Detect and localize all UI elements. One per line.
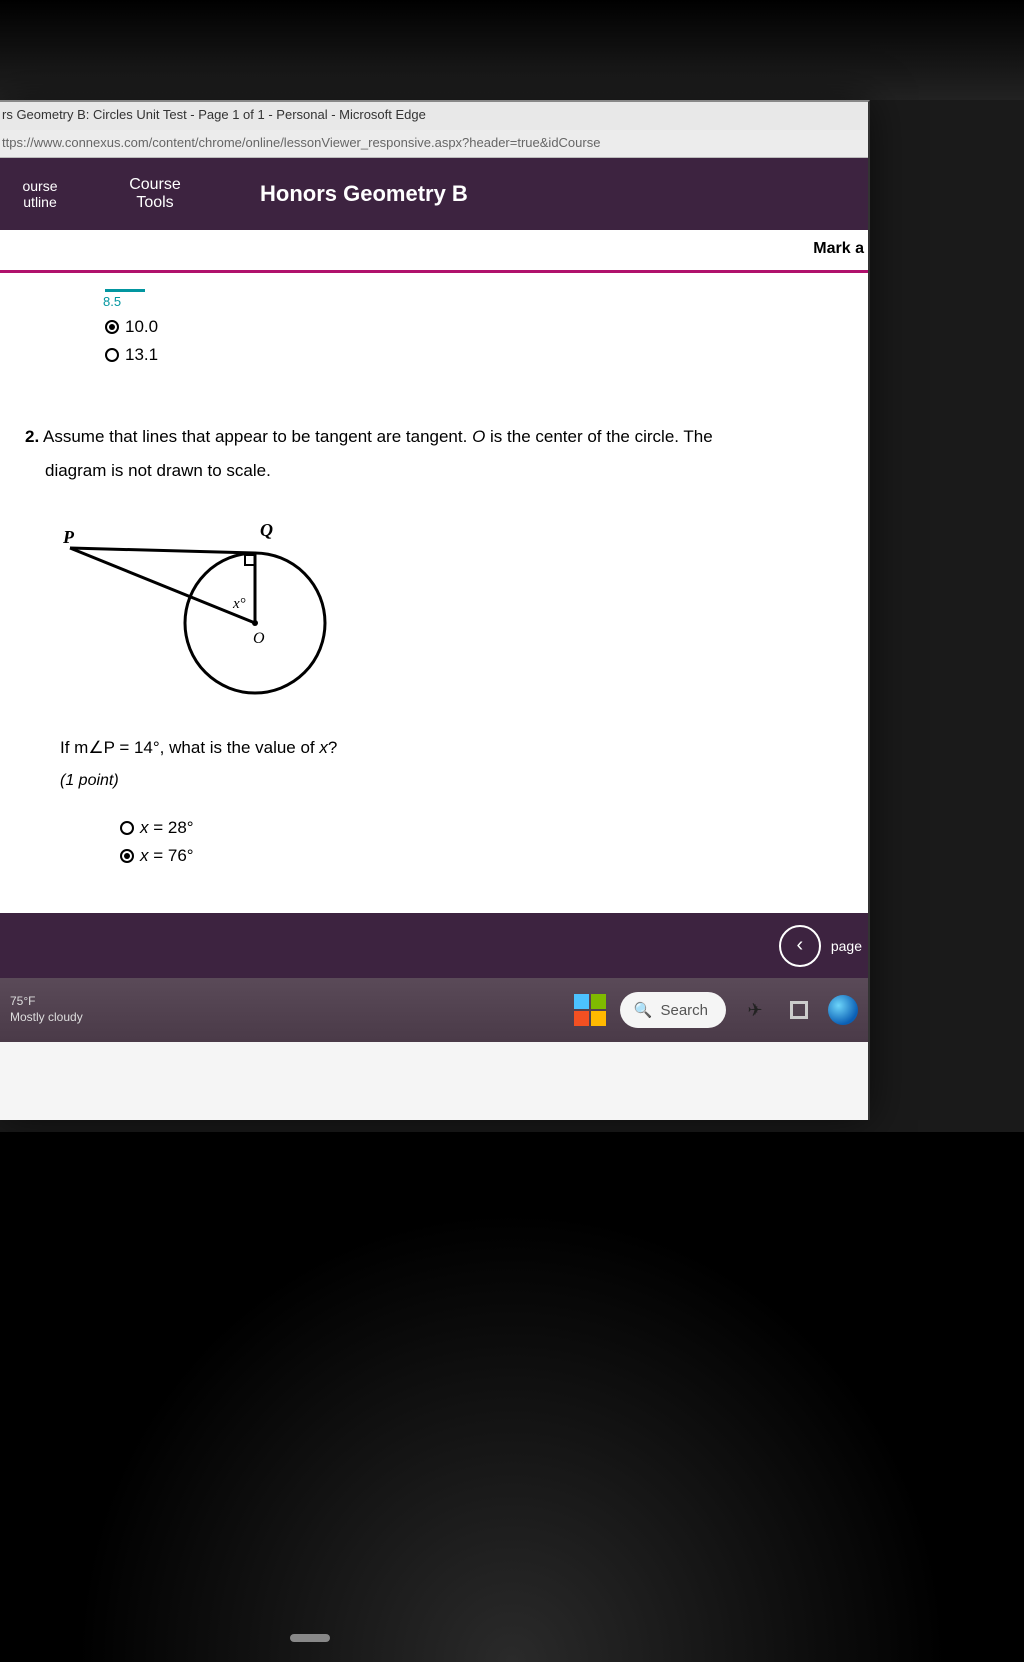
- q2-if-x: x: [319, 738, 328, 757]
- svg-text:O: O: [253, 630, 265, 647]
- radio-unselected-icon: [120, 821, 134, 835]
- svg-text:Q: Q: [260, 520, 273, 540]
- tray-edge-icon[interactable]: [828, 995, 858, 1025]
- q1-partial-answers: 8.5 10.0 13.1: [105, 289, 843, 365]
- windows-logo-icon: [574, 994, 589, 1009]
- lesson-content: 8.5 10.0 13.1 2. Assume that lines that …: [0, 273, 868, 913]
- radio-selected-icon: [120, 849, 134, 863]
- browser-window: rs Geometry B: Circles Unit Test - Page …: [0, 100, 870, 1120]
- q2-option-a-label: x = 28°: [140, 818, 194, 838]
- q2-option-b-label: x = 76°: [140, 846, 194, 866]
- q2-stem-part3: diagram is not drawn to scale.: [45, 461, 271, 480]
- search-icon: 🔍: [634, 1001, 653, 1019]
- radio-selected-icon: [105, 320, 119, 334]
- svg-text:x°: x°: [232, 596, 246, 612]
- start-button[interactable]: [574, 994, 606, 1026]
- circle-tangent-diagram-icon: P Q O x°: [55, 508, 355, 718]
- q2-stem-part2: is the center of the circle. The: [485, 427, 712, 446]
- taskbar-weather-desc: Mostly cloudy: [10, 1010, 83, 1026]
- nav-course-tools-l2: Tools: [136, 194, 173, 212]
- tray-square-icon[interactable]: [784, 995, 814, 1025]
- windows-taskbar: 75°F Mostly cloudy 🔍 Search ✈: [0, 978, 868, 1042]
- q1-option-10-0-label: 10.0: [125, 317, 158, 337]
- taskbar-search-placeholder: Search: [660, 1002, 708, 1019]
- q1-option-13-1[interactable]: 13.1: [105, 345, 843, 365]
- lesson-footer: ‹ page: [0, 913, 868, 978]
- q2-option-b[interactable]: x = 76°: [120, 846, 843, 866]
- q2-number: 2.: [25, 427, 39, 446]
- square-icon: [790, 1001, 808, 1019]
- q2-if-line: If m∠P = 14°, what is the value of x?: [60, 738, 843, 758]
- q2-diagram: P Q O x°: [55, 508, 355, 718]
- q1-remnant-value: 8.5: [103, 294, 843, 309]
- nav-course-tools[interactable]: Course Tools: [80, 176, 230, 212]
- tray-app-icon[interactable]: ✈: [740, 995, 770, 1025]
- device-home-indicator: [290, 1634, 330, 1642]
- q2-answers: x = 28° x = 76°: [120, 818, 843, 866]
- taskbar-search[interactable]: 🔍 Search: [620, 992, 726, 1028]
- q1-option-10-0[interactable]: 10.0: [105, 317, 843, 337]
- radio-unselected-icon: [105, 348, 119, 362]
- q2-stem: 2. Assume that lines that appear to be t…: [25, 420, 843, 488]
- course-title: Honors Geometry B: [230, 181, 868, 207]
- q1-option-13-1-label: 13.1: [125, 345, 158, 365]
- vignette-top: [0, 0, 1024, 100]
- q2-stem-part1: Assume that lines that appear to be tang…: [43, 427, 472, 446]
- prev-page-button[interactable]: ‹: [779, 925, 821, 967]
- q2-if-a: If m∠P = 14°, what is the value of: [60, 738, 319, 757]
- taskbar-temp: 75°F: [10, 994, 83, 1010]
- nav-course-outline[interactable]: ourse utline: [0, 178, 80, 210]
- q2-stem-o: O: [472, 427, 485, 446]
- mark-label[interactable]: Mark a: [813, 240, 864, 257]
- browser-url[interactable]: ttps://www.connexus.com/content/chrome/o…: [0, 130, 868, 158]
- taskbar-weather[interactable]: 75°F Mostly cloudy: [10, 994, 83, 1025]
- browser-tab-title: rs Geometry B: Circles Unit Test - Page …: [0, 102, 868, 130]
- nav-course-tools-l1: Course: [129, 176, 181, 194]
- course-header: ourse utline Course Tools Honors Geometr…: [0, 158, 868, 230]
- q2-option-a[interactable]: x = 28°: [120, 818, 843, 838]
- page-label: page: [831, 938, 862, 954]
- q2-points: (1 point): [60, 772, 843, 790]
- chevron-left-icon: ‹: [797, 934, 804, 957]
- mark-row: Mark a: [0, 230, 868, 270]
- answer-divider-icon: [105, 289, 145, 292]
- plane-icon: ✈: [747, 1000, 762, 1021]
- svg-text:P: P: [62, 527, 75, 547]
- q2-if-b: ?: [328, 738, 337, 757]
- vignette-bottom: [0, 1132, 1024, 1662]
- nav-course-outline-l2: utline: [23, 194, 56, 210]
- nav-course-outline-l1: ourse: [22, 178, 57, 194]
